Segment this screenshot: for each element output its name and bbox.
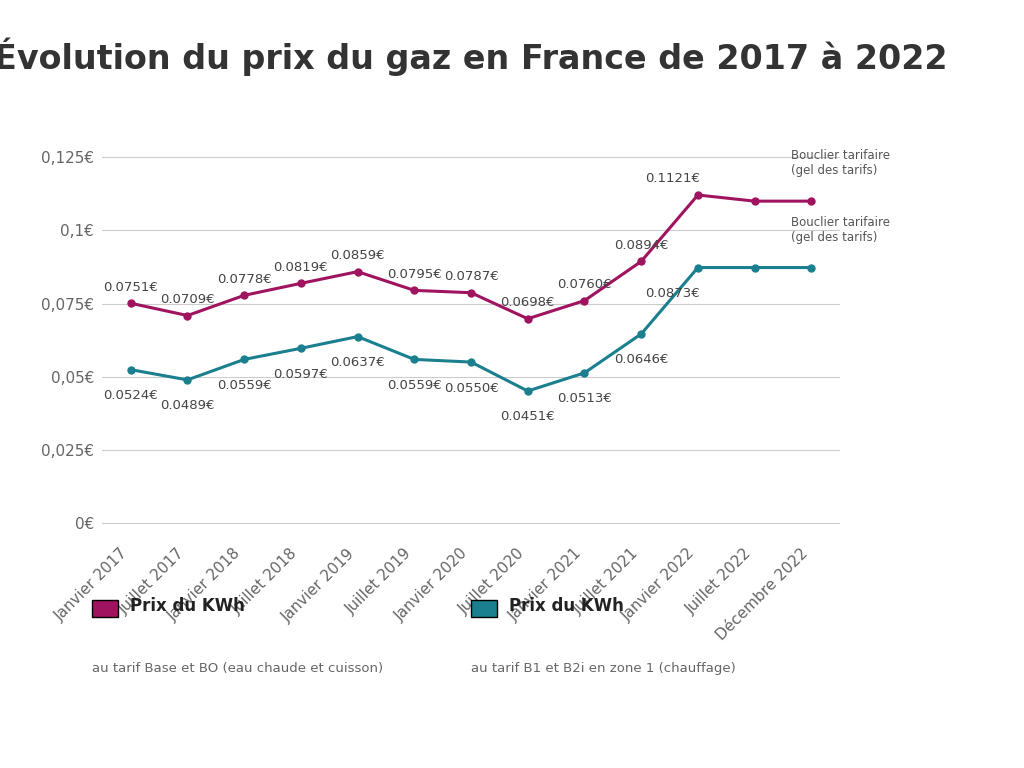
- Text: 0.0451€: 0.0451€: [501, 410, 555, 423]
- Text: 0.0489€: 0.0489€: [160, 399, 215, 412]
- Text: 0.0873€: 0.0873€: [645, 287, 700, 300]
- Text: 0.0597€: 0.0597€: [273, 368, 329, 381]
- Text: 0.0751€: 0.0751€: [103, 280, 158, 293]
- Text: 0.0646€: 0.0646€: [614, 353, 669, 366]
- Text: 0.0787€: 0.0787€: [443, 270, 499, 283]
- Text: 0.0778€: 0.0778€: [217, 273, 271, 286]
- Text: 0.0698€: 0.0698€: [501, 296, 555, 309]
- Text: 0.0637€: 0.0637€: [330, 356, 385, 369]
- Text: au tarif Base et BO (eau chaude et cuisson): au tarif Base et BO (eau chaude et cuiss…: [92, 662, 383, 674]
- Text: au tarif B1 et B2i en zone 1 (chauffage): au tarif B1 et B2i en zone 1 (chauffage): [471, 662, 736, 674]
- Text: Bouclier tarifaire
(gel des tarifs): Bouclier tarifaire (gel des tarifs): [792, 149, 891, 177]
- Text: 0.0559€: 0.0559€: [217, 379, 271, 392]
- Text: Prix du KWh: Prix du KWh: [509, 597, 624, 615]
- Text: 0.0819€: 0.0819€: [273, 260, 329, 273]
- Text: 0.0894€: 0.0894€: [614, 239, 669, 252]
- Text: 0.0550€: 0.0550€: [443, 382, 499, 395]
- Text: Bouclier tarifaire
(gel des tarifs): Bouclier tarifaire (gel des tarifs): [792, 216, 891, 243]
- Text: 0.0559€: 0.0559€: [387, 379, 441, 392]
- Text: 0.0760€: 0.0760€: [557, 278, 611, 291]
- Text: 0.0513€: 0.0513€: [557, 392, 612, 406]
- Text: 0.0524€: 0.0524€: [103, 389, 158, 402]
- Text: Prix du KWh: Prix du KWh: [130, 597, 245, 615]
- Text: 0.1121€: 0.1121€: [645, 172, 700, 185]
- Title: Évolution du prix du gaz en France de 2017 à 2022: Évolution du prix du gaz en France de 20…: [0, 37, 948, 75]
- Text: 0.0859€: 0.0859€: [331, 249, 385, 262]
- Text: 0.0709€: 0.0709€: [160, 293, 215, 306]
- Text: 0.0795€: 0.0795€: [387, 268, 441, 280]
